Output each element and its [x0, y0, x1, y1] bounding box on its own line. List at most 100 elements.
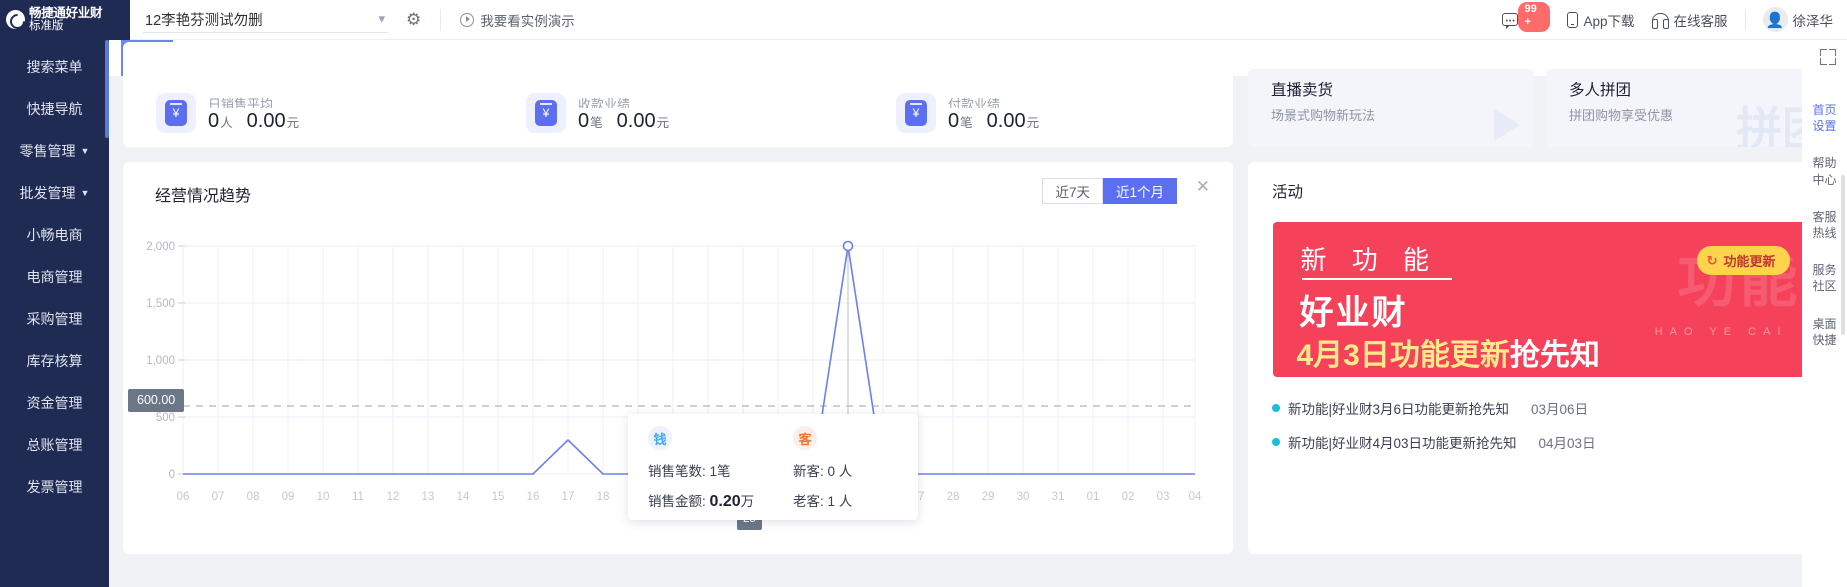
rail-item-desktop-shortcut[interactable]: 桌面 快捷 [1808, 310, 1842, 354]
rail-item-service-community[interactable]: 服务 社区 [1808, 256, 1842, 300]
x-tick-label: 01 [1087, 491, 1100, 503]
sidebar-item-label: 批发管理 [19, 185, 76, 201]
x-tick-label: 11 [352, 491, 364, 503]
x-tick-label: 04 [1189, 491, 1202, 503]
chart-plot: 2,000 1,500 1,000 500 0 [123, 218, 1233, 554]
sidebar-item-retail[interactable]: 零售管理 ▼ [0, 130, 109, 172]
sidebar-item-wholesale[interactable]: 批发管理 ▼ [0, 172, 109, 214]
brand-logo-area: 畅捷通好业财 标准版 [0, 0, 130, 40]
page-scrollbar-thumb[interactable] [1841, 175, 1845, 335]
expand-icon[interactable] [1820, 49, 1836, 65]
sidebar-item-label: 快捷导航 [26, 101, 83, 117]
rail-item-line: 服务 [1812, 263, 1837, 278]
stat-label: 付款业绩 [948, 96, 1001, 108]
sidebar-item-label: 总账管理 [26, 437, 83, 453]
bullet-dot-icon [1272, 438, 1280, 446]
activity-title: 活动 [1272, 184, 1304, 201]
org-selector[interactable]: 12李艳芬测试勿删 ▾ [143, 6, 388, 33]
top-bar: 畅捷通好业财 标准版 12李艳芬测试勿删 ▾ ⚙ 我要看实例演示 ••• 消息 … [0, 0, 1847, 40]
sidebar-item-quick-nav[interactable]: 快捷导航 [0, 88, 109, 130]
rail-item-help-center[interactable]: 帮助 中心 [1808, 149, 1842, 193]
chart-card: 经营情况趋势 近7天 近1个月 ✕ [123, 162, 1233, 554]
sidebar-item-search-menu[interactable]: 搜索菜单 [0, 46, 109, 88]
banner-pinyin: HAO YE CAI [1654, 326, 1788, 338]
messages-badge: 99 + [1518, 1, 1551, 32]
sidebar-scrollbar[interactable] [105, 40, 109, 587]
refresh-icon: ↻ [1706, 252, 1718, 268]
messages-button[interactable]: ••• 消息 99 + [1502, 1, 1551, 32]
tooltip-row: 销售金额: 0.20万 [648, 493, 755, 510]
rail-item-line: 快捷 [1812, 332, 1837, 347]
x-tick-label: 07 [212, 491, 225, 503]
tooltip-row: 老客: 1 人 [793, 494, 853, 509]
sidebar-item-ecommerce[interactable]: 电商管理 [0, 256, 109, 298]
banner-update-button[interactable]: ↻ 功能更新 [1696, 246, 1790, 275]
chevron-down-icon: ▾ [378, 11, 385, 26]
stat-value-2: 0.00元 [246, 109, 300, 132]
stat-daily-sales: ¥ 日销售平均 0人 0.00元 [123, 93, 493, 133]
rail-item-line: 首页 [1812, 103, 1837, 117]
demo-video-link[interactable]: 我要看实例演示 [460, 10, 575, 30]
org-selector-value: 12李艳芬测试勿删 [145, 12, 263, 29]
promo-group-buy[interactable]: 多人拼团 拼团购物享受优惠 拼团 [1546, 69, 1832, 147]
sidebar-item-funds[interactable]: 资金管理 [0, 382, 109, 424]
sidebar-item-inventory[interactable]: 库存核算 [0, 340, 109, 382]
rail-item-service-hotline[interactable]: 客服 热线 [1808, 203, 1842, 247]
promo-live-selling[interactable]: 直播卖货 场景式购物新玩法 [1248, 69, 1534, 147]
customer-chip-icon: 客 [793, 426, 817, 450]
x-tick-label: 15 [492, 491, 505, 503]
range-button-1month[interactable]: 近1个月 [1102, 178, 1177, 204]
y-tick-label: 2,000 [146, 241, 175, 253]
rail-item-home-settings[interactable]: 首页 设置 [1808, 96, 1842, 140]
promo-subtitle: 场景式购物新玩法 [1271, 108, 1376, 123]
stat-value-2: 0.00元 [616, 109, 670, 132]
x-tick-label: 03 [1157, 491, 1170, 503]
close-icon[interactable]: ✕ [1195, 177, 1210, 196]
top-right-actions: ••• 消息 99 + App下载 在线客服 👤 徐泽华 [1502, 1, 1847, 32]
brand-name: 畅捷通好业财 [29, 5, 103, 20]
rail-item-line: 客服 [1812, 209, 1837, 224]
list-item[interactable]: 新功能|好业财3月6日功能更新抢先知 03月06日 [1272, 391, 1832, 425]
stat-receipts: ¥ 收款业绩 0笔 0.00元 [493, 93, 863, 133]
stat-label: 收款业绩 [578, 96, 631, 108]
receipt-yuan-icon: ¥ [896, 93, 936, 133]
sidebar-item-purchase[interactable]: 采购管理 [0, 298, 109, 340]
stat-value-1: 0笔 [948, 109, 973, 132]
promo-cards: 直播卖货 场景式购物新玩法 多人拼团 拼团购物享受优惠 拼团 [1248, 42, 1832, 147]
y-tick-label: 500 [156, 412, 175, 424]
y-tick-label: 0 [169, 469, 175, 481]
sidebar-item-xiaochang-ecommerce[interactable]: 小畅电商 [0, 214, 109, 256]
x-tick-label: 30 [1017, 491, 1030, 503]
rail-item-line: 社区 [1812, 279, 1837, 294]
gear-icon[interactable]: ⚙ [406, 9, 422, 29]
stat-label: 日销售平均 [208, 96, 274, 108]
range-button-7days[interactable]: 近7天 [1042, 178, 1103, 204]
x-tick-label: 10 [317, 491, 330, 503]
x-tick-label: 17 [562, 491, 575, 503]
user-menu[interactable]: 👤 徐泽华 [1762, 7, 1833, 32]
banner-button-label: 功能更新 [1723, 254, 1776, 269]
x-tick-label: 18 [597, 491, 610, 503]
rail-item-line: 设置 [1812, 119, 1837, 134]
x-tick-label: 12 [387, 491, 400, 503]
stat-value-1: 0笔 [578, 109, 603, 132]
news-list: 新功能|好业财3月6日功能更新抢先知 03月06日 新功能|好业财4月03日功能… [1248, 391, 1832, 459]
caret-down-icon: ▼ [80, 146, 90, 156]
activity-banner[interactable]: 功能 新 功 能 好业财 4月3日功能更新抢先知 HAO YE CAI ↻ 功能… [1272, 222, 1808, 377]
list-item[interactable]: 新功能|好业财4月03日功能更新抢先知 04月03日 [1272, 425, 1832, 459]
chart-title: 经营情况趋势 [155, 188, 252, 205]
bullet-dot-icon [1272, 404, 1280, 412]
news-text: 新功能|好业财4月03日功能更新抢先知 [1288, 436, 1517, 451]
y-tick-label: 1,500 [146, 298, 175, 310]
headset-icon [1651, 13, 1669, 29]
sidebar-item-label: 电商管理 [26, 269, 83, 285]
banner-rule [1301, 278, 1452, 280]
sidebar-scrollbar-thumb[interactable] [105, 40, 109, 138]
sidebar-item-general-ledger[interactable]: 总账管理 [0, 424, 109, 466]
app-download-button[interactable]: App下载 [1567, 10, 1635, 30]
app-download-label: App下载 [1583, 13, 1635, 29]
sidebar-item-invoice[interactable]: 发票管理 [0, 466, 109, 508]
online-service-button[interactable]: 在线客服 [1651, 10, 1728, 30]
online-service-label: 在线客服 [1673, 13, 1728, 29]
